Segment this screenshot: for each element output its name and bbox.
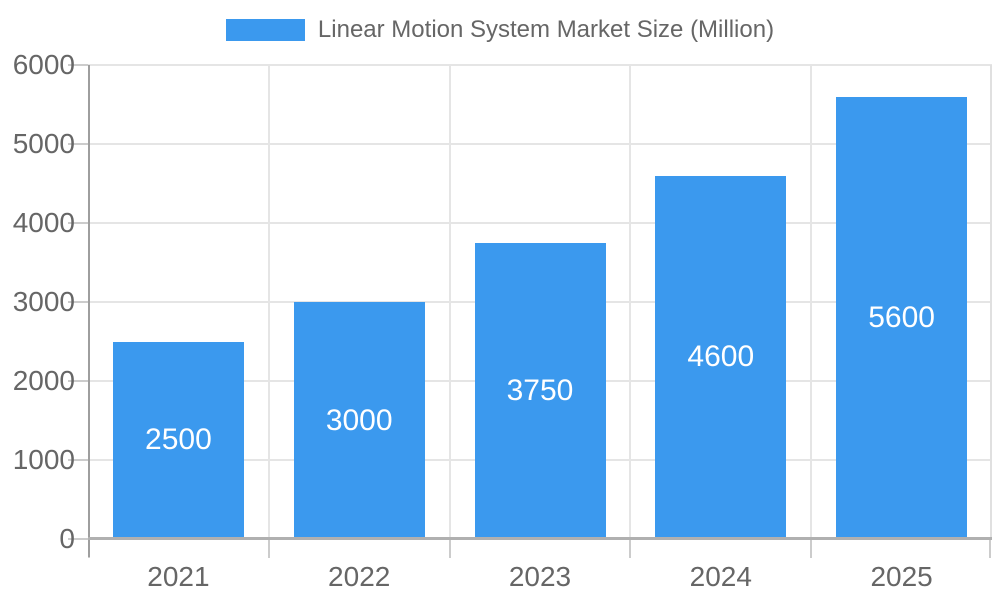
y-axis-line <box>88 65 90 557</box>
x-tick <box>629 539 632 558</box>
y-tick <box>68 143 88 145</box>
x-axis-label: 2022 <box>328 561 391 592</box>
y-axis-label: 4000 <box>12 207 75 238</box>
bar-value-label: 5600 <box>868 300 935 334</box>
x-tick <box>989 539 991 558</box>
x-axis-label: 2021 <box>147 561 210 592</box>
y-tick <box>68 222 88 224</box>
legend[interactable]: Linear Motion System Market Size (Millio… <box>0 17 1000 43</box>
bar-value-label: 4600 <box>687 340 755 374</box>
v-gridline <box>267 65 270 539</box>
bar[interactable]: 3750 <box>474 242 606 539</box>
h-gridline <box>88 222 992 224</box>
y-axis-label: 1000 <box>12 444 75 475</box>
bar[interactable]: 4600 <box>655 175 787 539</box>
y-tick <box>68 301 88 303</box>
x-axis-line <box>88 537 992 540</box>
plot-right-border <box>990 65 992 539</box>
legend-swatch <box>225 19 305 41</box>
y-tick <box>68 538 88 540</box>
bar-value-label: 3750 <box>506 373 574 407</box>
h-gridline <box>88 64 992 66</box>
y-axis-label: 0 <box>59 523 75 554</box>
x-tick <box>267 539 270 558</box>
v-gridline <box>629 65 632 539</box>
x-axis-label: 2024 <box>689 561 752 592</box>
bar[interactable]: 2500 <box>112 341 244 539</box>
x-axis-label: 2023 <box>508 561 572 592</box>
bar-value-label: 2500 <box>145 423 212 457</box>
y-axis-label: 3000 <box>12 286 75 317</box>
y-axis-label: 2000 <box>12 365 75 396</box>
y-tick <box>68 64 88 66</box>
plot-area: 2500 3000 3750 4600 5600 <box>68 64 992 558</box>
y-axis-label: 5000 <box>12 128 75 159</box>
x-axis-label: 2025 <box>870 561 933 592</box>
bar[interactable]: 5600 <box>836 96 968 539</box>
x-tick <box>810 539 813 558</box>
v-gridline <box>810 65 813 539</box>
y-tick <box>68 459 88 461</box>
h-gridline <box>88 143 992 145</box>
bar[interactable]: 3000 <box>293 302 425 539</box>
y-axis-label: 6000 <box>12 49 75 80</box>
legend-label: Linear Motion System Market Size (Millio… <box>317 16 775 43</box>
x-tick <box>448 539 451 558</box>
bar-value-label: 3000 <box>325 403 393 437</box>
y-tick <box>68 380 88 382</box>
v-gridline <box>448 65 451 539</box>
